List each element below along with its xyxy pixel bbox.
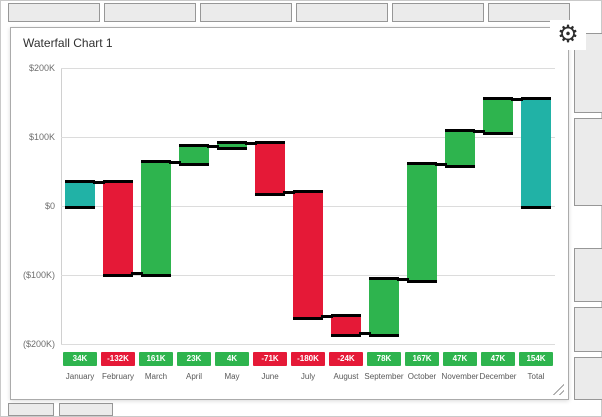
waterfall-bar-december[interactable] (483, 96, 513, 136)
waterfall-bar-total[interactable] (521, 96, 551, 209)
x-axis-category-label: February (101, 372, 135, 381)
waterfall-bar-november[interactable] (445, 129, 475, 168)
waterfall-bar-january[interactable] (65, 179, 95, 209)
grid-line (61, 68, 555, 69)
gear-icon[interactable]: ⚙ (550, 20, 586, 50)
grid-line (61, 344, 555, 345)
value-label-box: 47K (481, 352, 515, 366)
value-label-box: 23K (177, 352, 211, 366)
x-axis-category-label: July (300, 372, 316, 381)
y-axis-tick-label: $0 (44, 201, 55, 211)
waterfall-bar-september[interactable] (369, 276, 399, 337)
value-label-box: 154K (519, 352, 553, 366)
chart-title: Waterfall Chart 1 (23, 36, 113, 50)
waterfall-connector (359, 331, 371, 335)
placeholder-widget[interactable] (488, 3, 570, 22)
placeholder-widget[interactable] (574, 357, 602, 400)
chart-plot: $200K $100K $0 ($100K) ($200K) 34K -132K 161K 23… (11, 28, 568, 399)
waterfall-connector (93, 180, 105, 184)
waterfall-bar-march[interactable] (141, 159, 171, 277)
placeholder-widget[interactable] (574, 307, 602, 352)
waterfall-bar-august[interactable] (331, 314, 361, 337)
x-axis-category-label: October (407, 372, 437, 381)
waterfall-connector (169, 160, 181, 164)
placeholder-widget[interactable] (200, 3, 292, 22)
value-label-box: -24K (329, 352, 363, 366)
placeholder-widget[interactable] (8, 403, 54, 416)
y-axis-tick-label: $200K (28, 63, 55, 73)
placeholder-widget[interactable] (392, 3, 484, 22)
waterfall-connector (131, 271, 143, 275)
x-axis-category-label: April (185, 372, 203, 381)
waterfall-connector (207, 144, 219, 148)
waterfall-bar-october[interactable] (407, 161, 437, 283)
waterfall-bar-june[interactable] (255, 140, 285, 196)
placeholder-widget[interactable] (296, 3, 388, 22)
waterfall-connector (435, 162, 447, 166)
waterfall-bar-april[interactable] (179, 143, 209, 166)
placeholder-widget[interactable] (574, 118, 602, 206)
grid-line (61, 137, 555, 138)
waterfall-bar-may[interactable] (217, 140, 247, 150)
y-axis-tick-label: $100K (28, 132, 55, 142)
waterfall-connector (511, 97, 523, 101)
waterfall-connector (283, 190, 295, 194)
x-axis-category-label: August (333, 372, 359, 381)
value-label-box: -132K (101, 352, 135, 366)
value-label-box: 167K (405, 352, 439, 366)
placeholder-widget[interactable] (8, 3, 100, 22)
x-axis-category-label: September (364, 372, 404, 381)
waterfall-bar-july[interactable] (293, 189, 323, 321)
value-label-box: 78K (367, 352, 401, 366)
x-axis-category-label: January (65, 372, 95, 381)
value-label-box: -180K (291, 352, 325, 366)
value-label-box: -71K (253, 352, 287, 366)
placeholder-widget[interactable] (59, 403, 113, 416)
value-label-box: 47K (443, 352, 477, 366)
x-axis-category-label: March (144, 372, 168, 381)
value-label-box: 34K (63, 352, 97, 366)
x-axis-category-label: November (441, 372, 479, 381)
x-axis-category-label: June (261, 372, 279, 381)
waterfall-connector (397, 277, 409, 281)
x-axis-category-label: May (224, 372, 240, 381)
waterfall-connector (245, 141, 257, 145)
value-label-box: 161K (139, 352, 173, 366)
waterfall-chart-widget[interactable]: Waterfall Chart 1 $200K $100K $0 ($100K) ($2… (10, 27, 569, 400)
y-axis-tick-label: ($100K) (22, 270, 55, 280)
placeholder-widget[interactable] (104, 3, 196, 22)
waterfall-bar-february[interactable] (103, 179, 133, 277)
value-label-box: 4K (215, 352, 249, 366)
y-axis-tick-label: ($200K) (22, 339, 55, 349)
x-axis-category-label: Total (527, 372, 545, 381)
x-axis-category-label: December (479, 372, 517, 381)
placeholder-widget[interactable] (574, 248, 602, 302)
waterfall-connector (321, 315, 333, 319)
waterfall-connector (473, 130, 485, 134)
